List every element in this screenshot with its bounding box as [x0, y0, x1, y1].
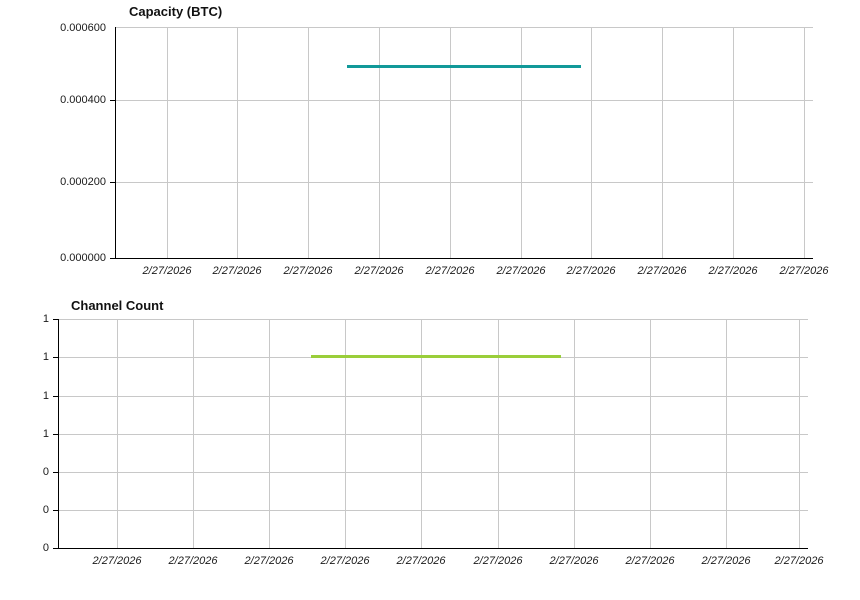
channel-count-gridline-h — [59, 472, 808, 473]
channel-count-chart-panel: Channel Count 1 1 1 1 0 0 0 2/27/2026 2/… — [0, 290, 860, 600]
channel-count-y-tick-label: 1 — [42, 351, 49, 363]
capacity-gridline-v — [167, 27, 168, 258]
channel-count-chart-title: Channel Count — [71, 298, 164, 313]
channel-count-y-tick — [53, 510, 59, 511]
channel-count-gridline-h — [59, 319, 808, 320]
capacity-x-tick-label: 2/27/2026 — [708, 265, 758, 277]
channel-count-y-tick-label: 1 — [42, 313, 49, 325]
capacity-gridline-v — [591, 27, 592, 258]
capacity-gridline-v — [521, 27, 522, 258]
capacity-x-tick-label: 2/27/2026 — [212, 265, 262, 277]
channel-count-x-tick-label: 2/27/2026 — [701, 555, 751, 567]
capacity-x-tick-label: 2/27/2026 — [496, 265, 546, 277]
capacity-x-tick-label: 2/27/2026 — [637, 265, 687, 277]
channel-count-y-tick — [53, 434, 59, 435]
capacity-gridline-v — [379, 27, 380, 258]
capacity-y-tick — [110, 182, 116, 183]
channel-count-gridline-v — [421, 319, 422, 548]
channel-count-y-tick — [53, 357, 59, 358]
capacity-chart-title: Capacity (BTC) — [129, 4, 223, 19]
channel-count-gridline-v — [726, 319, 727, 548]
channel-count-gridline-v — [269, 319, 270, 548]
capacity-gridline-h — [116, 182, 813, 183]
capacity-x-tick-label: 2/27/2026 — [779, 265, 829, 277]
capacity-gridline-v — [308, 27, 309, 258]
capacity-y-axis-line — [115, 27, 116, 259]
capacity-gridline-h — [116, 27, 813, 28]
channel-count-gridline-v — [117, 319, 118, 548]
channel-count-y-tick-label: 0 — [42, 466, 49, 478]
channel-count-x-tick-label: 2/27/2026 — [396, 555, 446, 567]
capacity-gridline-v — [804, 27, 805, 258]
channel-count-x-axis-line — [58, 548, 808, 549]
capacity-gridline-v — [237, 27, 238, 258]
capacity-gridline-h — [116, 100, 813, 101]
channel-count-gridline-v — [799, 319, 800, 548]
channel-count-y-tick — [53, 396, 59, 397]
channel-count-y-tick-label: 1 — [42, 428, 49, 440]
channel-count-y-tick-label: 0 — [42, 504, 49, 516]
channel-count-y-tick — [53, 319, 59, 320]
channel-count-x-tick-label: 2/27/2026 — [774, 555, 824, 567]
channel-count-gridline-h — [59, 396, 808, 397]
capacity-x-tick-label: 2/27/2026 — [142, 265, 192, 277]
channel-count-x-tick-label: 2/27/2026 — [244, 555, 294, 567]
channel-count-gridline-v — [650, 319, 651, 548]
channel-count-gridline-v — [345, 319, 346, 548]
channel-count-gridline-v — [574, 319, 575, 548]
channel-count-gridline-h — [59, 434, 808, 435]
capacity-series-line — [347, 65, 581, 68]
channel-count-y-tick-label: 0 — [42, 542, 49, 554]
channel-count-x-tick-label: 2/27/2026 — [92, 555, 142, 567]
capacity-gridline-v — [733, 27, 734, 258]
channel-count-x-tick-label: 2/27/2026 — [320, 555, 370, 567]
capacity-x-axis-line — [115, 258, 813, 259]
capacity-y-tick-label: 0.000200 — [60, 176, 106, 188]
channel-count-gridline-v — [193, 319, 194, 548]
channel-count-gridline-h — [59, 510, 808, 511]
channel-count-series-line — [311, 355, 561, 358]
channel-count-gridline-v — [498, 319, 499, 548]
capacity-gridline-v — [450, 27, 451, 258]
capacity-y-tick-label: 0.000600 — [60, 22, 106, 34]
capacity-y-tick-label: 0.000000 — [60, 252, 106, 264]
channel-count-x-tick-label: 2/27/2026 — [473, 555, 523, 567]
channel-count-x-tick-label: 2/27/2026 — [168, 555, 218, 567]
channel-count-y-tick-label: 1 — [42, 390, 49, 402]
capacity-x-tick-label: 2/27/2026 — [425, 265, 475, 277]
channel-count-y-tick — [53, 472, 59, 473]
capacity-gridline-v — [662, 27, 663, 258]
channel-count-y-tick — [53, 548, 59, 549]
capacity-x-tick-label: 2/27/2026 — [354, 265, 404, 277]
capacity-chart-panel: Capacity (BTC) 0.000600 0.000400 0.00020… — [0, 0, 860, 290]
capacity-x-tick-label: 2/27/2026 — [283, 265, 333, 277]
channel-count-x-tick-label: 2/27/2026 — [625, 555, 675, 567]
capacity-y-tick-label: 0.000400 — [60, 94, 106, 106]
capacity-y-tick — [110, 258, 116, 259]
capacity-y-tick — [110, 100, 116, 101]
channel-count-x-tick-label: 2/27/2026 — [549, 555, 599, 567]
capacity-x-tick-label: 2/27/2026 — [566, 265, 616, 277]
